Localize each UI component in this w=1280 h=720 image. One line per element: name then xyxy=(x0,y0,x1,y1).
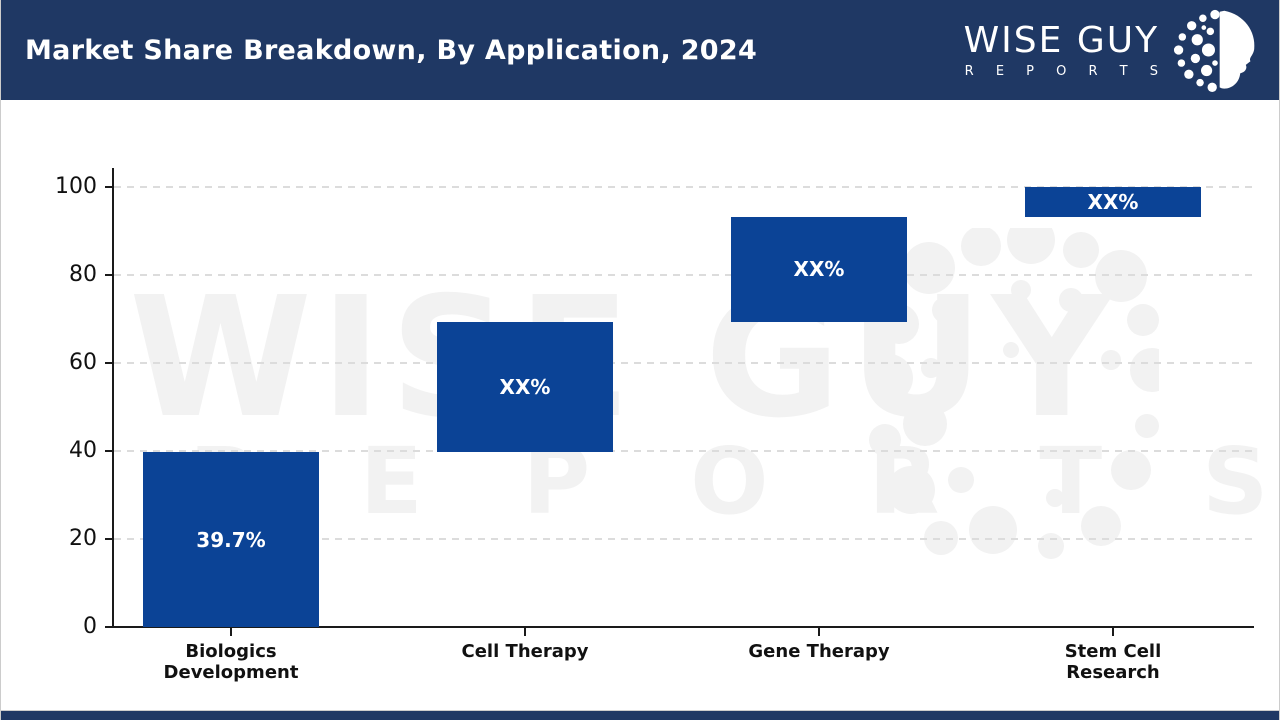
brand-logo: WISE GUY R E P O R T S xyxy=(956,7,1257,93)
x-category-label: Gene Therapy xyxy=(748,641,890,662)
y-tick-label: 80 xyxy=(69,262,97,287)
gridline-60 xyxy=(114,362,1254,364)
header-bar: Market Share Breakdown, By Application, … xyxy=(1,0,1279,100)
y-tick-mark xyxy=(105,626,114,628)
bar-gene-therapy: XX% xyxy=(731,216,907,323)
footer-bar xyxy=(1,710,1279,720)
y-tick-mark xyxy=(105,274,114,276)
x-tick-mark xyxy=(524,628,526,636)
x-axis-line xyxy=(112,626,1254,628)
gridline-40 xyxy=(114,450,1254,452)
x-category-label: Stem Cell Research xyxy=(1064,641,1162,683)
bar-value-label: 39.7% xyxy=(196,527,266,552)
bar-stem-cell-research: XX% xyxy=(1025,187,1201,217)
y-tick-label: 20 xyxy=(69,526,97,551)
logo-head-icon xyxy=(1173,9,1255,92)
brand-logo-text: WISE GUY R E P O R T S xyxy=(956,19,1167,79)
y-tick-mark xyxy=(105,362,114,364)
y-tick-mark xyxy=(105,450,114,452)
gridline-80 xyxy=(114,274,1254,276)
chart-title: Market Share Breakdown, By Application, … xyxy=(25,34,758,66)
gridline-100 xyxy=(114,186,1254,188)
x-category-label: Cell Therapy xyxy=(461,641,589,662)
bar-value-label: XX% xyxy=(793,257,845,282)
y-tick-label: 60 xyxy=(69,350,97,375)
y-tick-mark xyxy=(105,186,114,188)
y-tick-label: 0 xyxy=(83,614,97,639)
y-tick-mark xyxy=(105,538,114,540)
watermark-head-dots-icon xyxy=(865,216,1174,577)
bar-value-label: XX% xyxy=(499,375,551,400)
y-tick-label: 40 xyxy=(69,438,97,463)
logo-wordmark: WISE GUY xyxy=(963,19,1160,61)
logo-subtext: R E P O R T S xyxy=(964,63,1167,79)
bar-value-label: XX% xyxy=(1087,189,1139,214)
bar-cell-therapy: XX% xyxy=(437,322,613,453)
y-tick-label: 100 xyxy=(55,174,97,199)
y-axis-line xyxy=(112,168,114,628)
gridline-20 xyxy=(114,538,1254,540)
x-category-label: Biologics Development xyxy=(163,641,299,683)
x-tick-mark xyxy=(230,628,232,636)
bar-biologics-development: 39.7% xyxy=(143,452,319,627)
watermark-wordmark: WISE GUY xyxy=(129,262,1120,455)
x-tick-mark xyxy=(818,628,820,636)
x-tick-mark xyxy=(1112,628,1114,636)
